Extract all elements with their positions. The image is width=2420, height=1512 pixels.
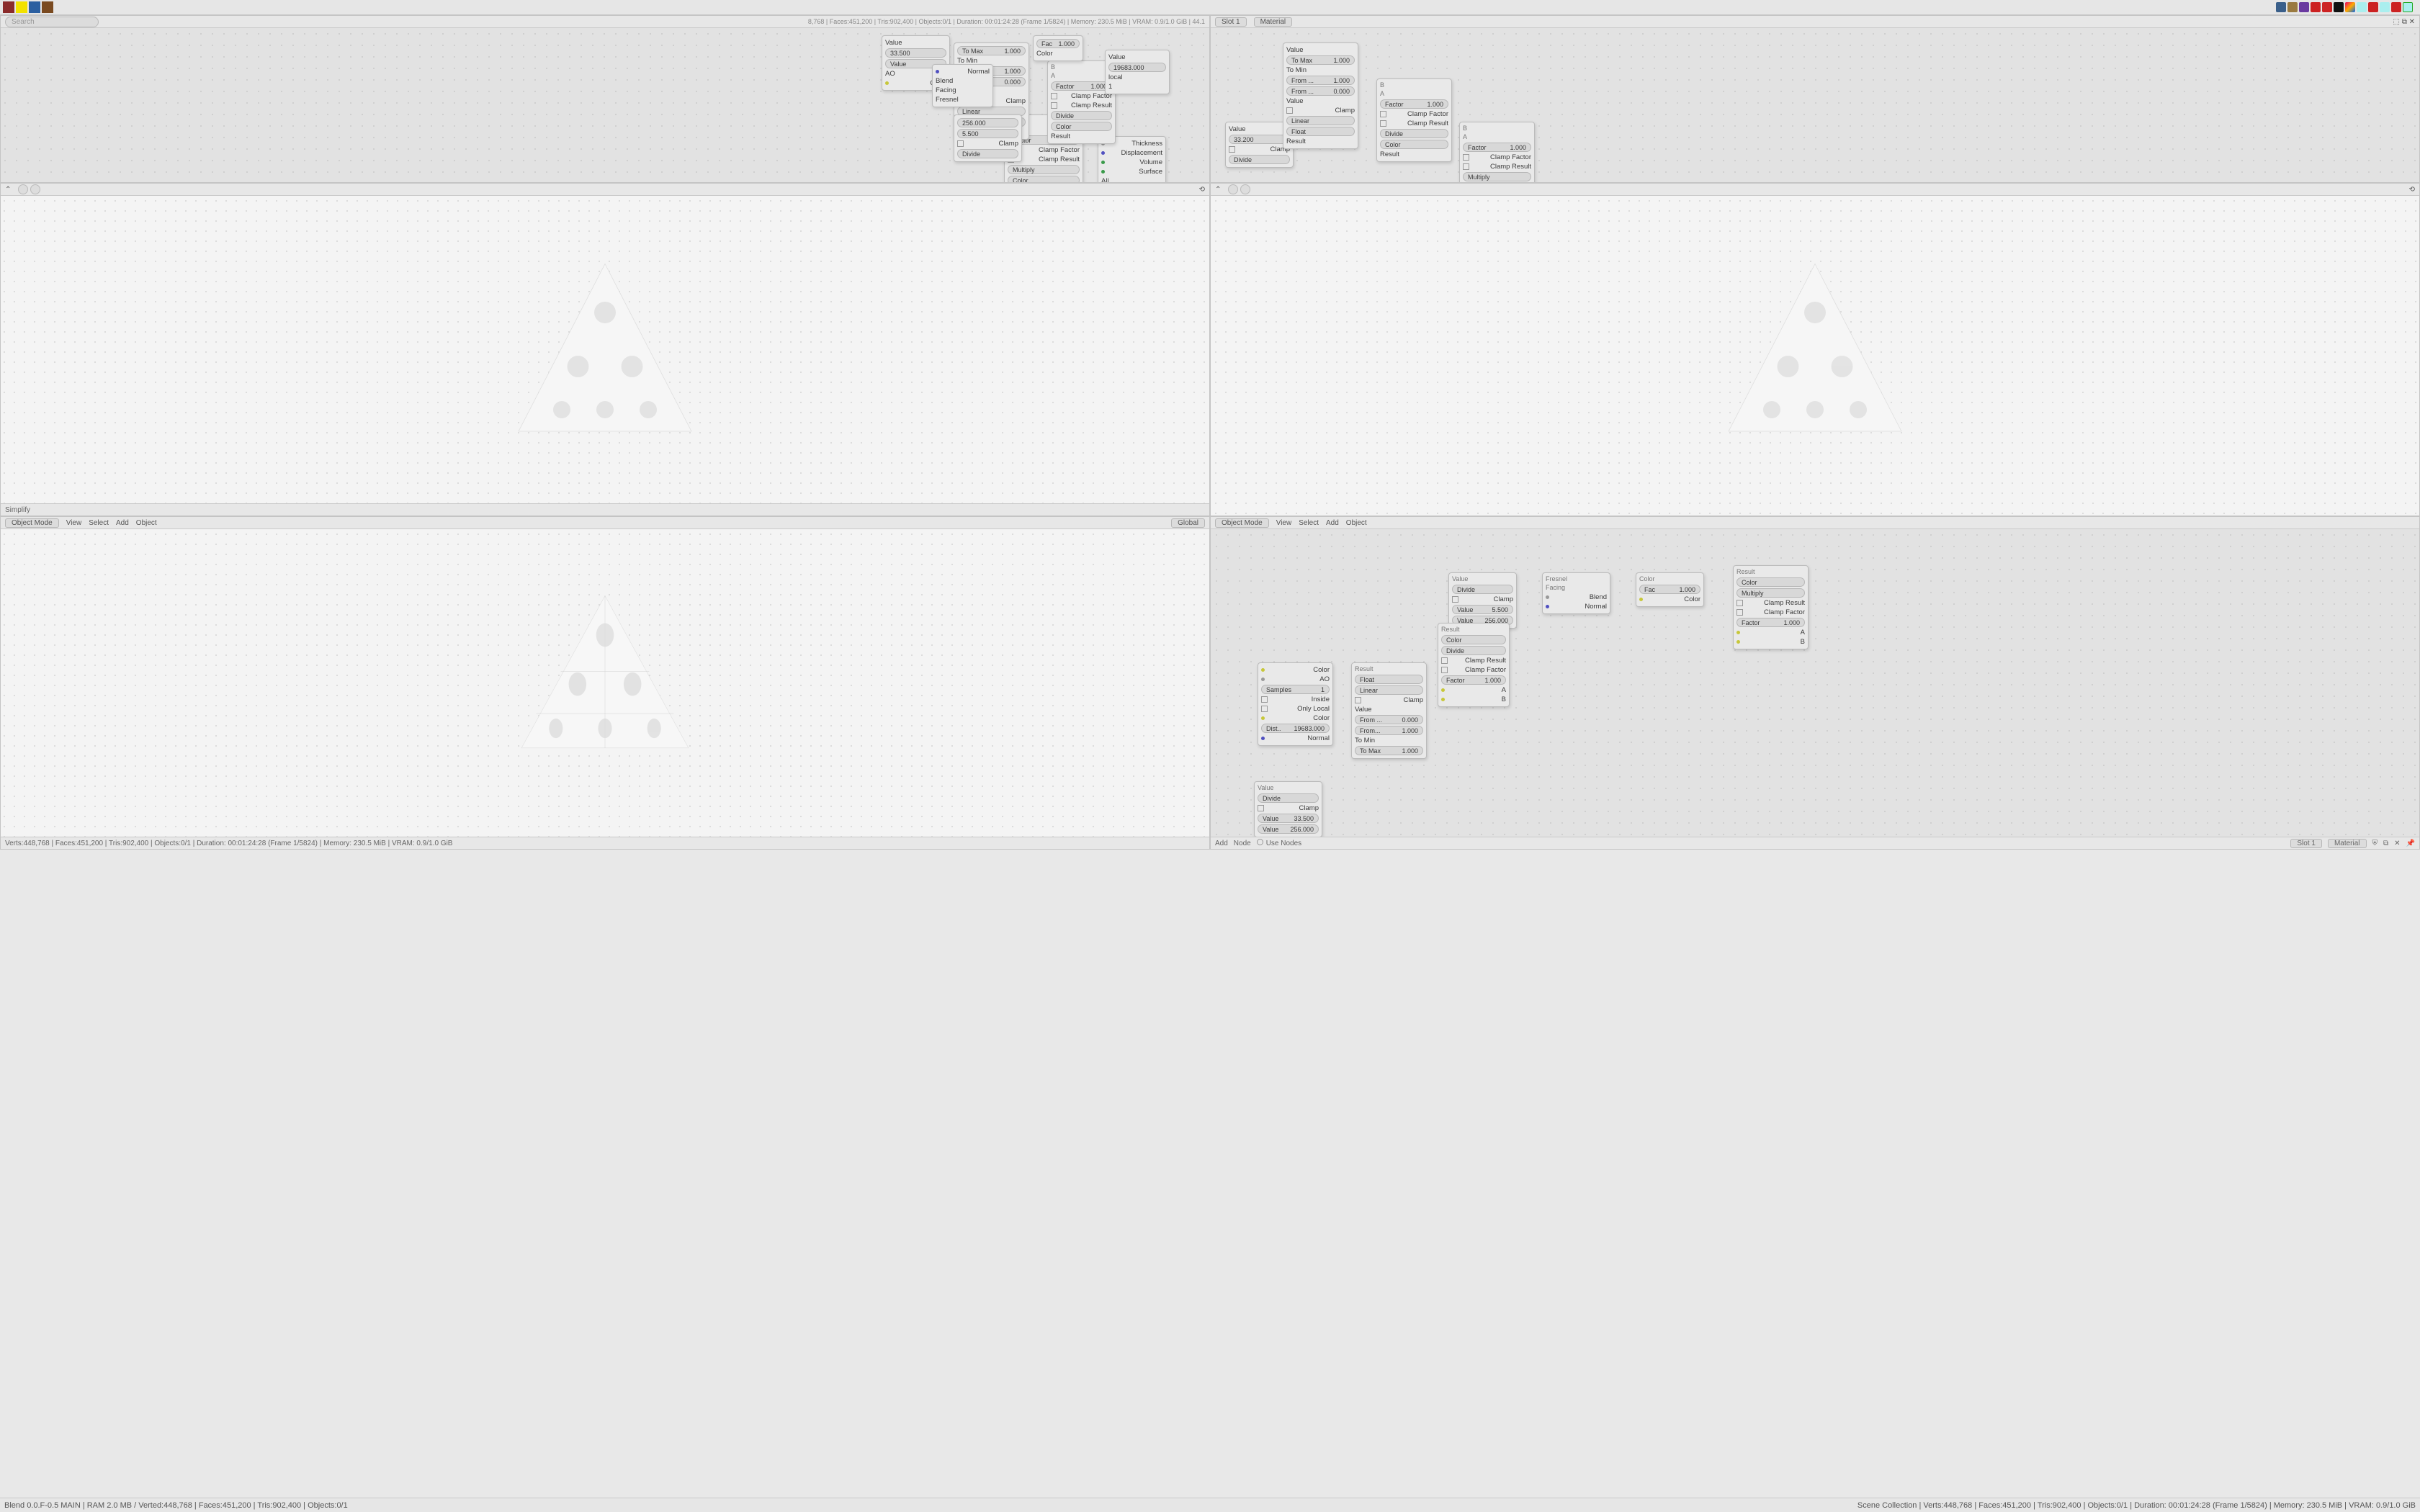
- status-left-text: Blend 0.0.F-0.5 MAIN | RAM 2.0 MB / Vert…: [4, 1501, 348, 1510]
- six-panel-grid: Search 8,768 | Faces:451,200 | Tris:902,…: [0, 15, 2420, 1498]
- solid-icon[interactable]: [30, 184, 40, 194]
- node-box-mix-result-3[interactable]: B A Factor 1.000 Clamp Factor Clamp Resul…: [1376, 78, 1452, 162]
- node-box-color-fac2[interactable]: Color Fac 1.000 Color: [1636, 572, 1704, 607]
- node-box-ao[interactable]: Value 19683.000 local 1: [1105, 50, 1170, 94]
- menu-add-2[interactable]: Add: [1326, 519, 1339, 527]
- pin-icon[interactable]: 📌: [2406, 840, 2415, 847]
- close-icon[interactable]: ✕: [2394, 840, 2400, 847]
- shader-preview-footer-left[interactable]: Simplify: [1, 503, 1209, 516]
- node-graph-canvas-bottom-right[interactable]: Value Divide Clamp Value 5.500 Value 256.0…: [1211, 529, 2419, 849]
- global-dropdown-left[interactable]: Global: [1171, 518, 1205, 528]
- dropdown-icon-1[interactable]: ⌃: [5, 186, 11, 194]
- node-box-divide-result[interactable]: Result Color Divide Clamp Result Clamp F…: [1438, 623, 1510, 707]
- shader-preview-header[interactable]: ⌃ ⟲: [1, 184, 1209, 196]
- browser-icon[interactable]: [2345, 2, 2355, 12]
- menger-sponge-mesh-2[interactable]: [1707, 248, 1923, 464]
- node-editor-stats: 8,768 | Faces:451,200 | Tris:902,400 | O…: [808, 18, 1205, 25]
- shader-preview-canvas[interactable]: [1, 196, 1209, 516]
- panel-mid-left-shader-preview[interactable]: ⌃ ⟲ Simplify: [0, 183, 1210, 516]
- panel-mid-right-shader-preview[interactable]: ⌃ ⟲: [1210, 183, 2420, 516]
- camera-icon[interactable]: [29, 1, 40, 13]
- wireframe-icon-2[interactable]: [1228, 184, 1238, 194]
- node-box-fresnel[interactable]: Normal Blend Facing Fresnel: [932, 64, 993, 107]
- menu-select[interactable]: Select: [89, 519, 109, 527]
- status-right-text: Scene Collection | Verts:448,768 | Faces…: [1857, 1501, 2416, 1510]
- material-editor-header[interactable]: Slot 1 Material ⬚ ⧉ ✕: [1211, 16, 2419, 28]
- node-editor-header[interactable]: Search 8,768 | Faces:451,200 | Tris:902,…: [1, 16, 1209, 28]
- menu-add[interactable]: Add: [116, 519, 129, 527]
- top-toolbar[interactable]: [0, 0, 2420, 15]
- add-button[interactable]: Add: [1215, 840, 1228, 847]
- slot-dropdown[interactable]: Slot 1: [1215, 17, 1247, 27]
- viewport-header-left[interactable]: Object Mode View Select Add Object Globa…: [1, 517, 1209, 529]
- gear2-icon[interactable]: [2322, 2, 2332, 12]
- object-mode-dropdown[interactable]: Object Mode: [1215, 518, 1269, 528]
- panel-bottom-right-material-nodes[interactable]: Object Mode View Select Add Object Value…: [1210, 516, 2420, 850]
- node-editor-search-icon[interactable]: Search: [5, 17, 99, 27]
- refresh-icon-2[interactable]: ⟲: [2409, 186, 2415, 194]
- node-box-result-multiply[interactable]: Result Color Multiply Clamp Result Clamp…: [1733, 565, 1809, 649]
- wireframe-icon[interactable]: [18, 184, 28, 194]
- mode-dropdown-left[interactable]: Object Mode: [5, 518, 59, 528]
- object-field-1[interactable]: Simplify: [5, 506, 30, 514]
- mask-icon[interactable]: [2334, 2, 2344, 12]
- doc3-icon[interactable]: [2403, 2, 2413, 12]
- solid-icon-2[interactable]: [1240, 184, 1250, 194]
- copy-icon[interactable]: ⧉: [2383, 840, 2388, 847]
- slot-1-dropdown-bottom[interactable]: Slot 1: [2290, 839, 2322, 848]
- shading-mode-icons-2[interactable]: [1228, 184, 1250, 194]
- node-editor-unmirrored-icons[interactable]: ⬚ ⧉ ✕: [2393, 18, 2415, 26]
- gear-icon[interactable]: [2311, 2, 2321, 12]
- shader-preview-header-2[interactable]: ⌃ ⟲: [1211, 184, 2419, 196]
- node-box-divide-256-2[interactable]: 256.000 5.500 Clamp Divide: [954, 114, 1022, 162]
- node-graph-canvas-2[interactable]: Value 33.200 Clamp Divide Value To Max 1.…: [1211, 28, 2419, 182]
- use-nodes-checkbox[interactable]: Use Nodes: [1257, 839, 1301, 847]
- node-graph-canvas[interactable]: Thickness Displacement Volume Surface Al…: [1, 28, 1209, 182]
- dropdown-icon-2[interactable]: ⌃: [1215, 186, 1221, 194]
- material-node-header[interactable]: Object Mode View Select Add Object: [1211, 517, 2419, 529]
- refresh-icon[interactable]: ⟲: [1199, 186, 1205, 194]
- record2-icon[interactable]: [2391, 2, 2401, 12]
- menu-object-2[interactable]: Object: [1346, 519, 1367, 527]
- viewport-footer-left: Verts:448,768 | Faces:451,200 | Tris:902…: [1, 837, 1209, 849]
- shader-preview-canvas-2[interactable]: [1211, 196, 2419, 516]
- photo-icon[interactable]: [2287, 2, 2298, 12]
- menu-object[interactable]: Object: [136, 519, 157, 527]
- panel-bottom-left-viewport[interactable]: Object Mode View Select Add Object Globa…: [0, 516, 1210, 850]
- status-bar: Blend 0.0.F-0.5 MAIN | RAM 2.0 MB / Vert…: [0, 1498, 2420, 1512]
- doc2-icon[interactable]: [2380, 2, 2390, 12]
- node-box-mix-result-4[interactable]: B A Factor 1.000 Clamp Factor Clamp Resul…: [1459, 122, 1535, 183]
- node-box-color-fac[interactable]: Fac 1.000 Color: [1033, 35, 1083, 61]
- panel-top-left-node-editor[interactable]: Search 8,768 | Faces:451,200 | Tris:902,…: [0, 15, 1210, 183]
- vr-icon[interactable]: [2299, 2, 2309, 12]
- node-box-value-divide-5500[interactable]: Value Divide Clamp Value 5.500 Value 256.0…: [1448, 572, 1517, 629]
- node-box-value-divide-33500[interactable]: Value Divide Clamp Value 33.500 Value 256.…: [1254, 781, 1322, 837]
- node-box-map-range-result[interactable]: Result Float Linear Clamp Value From ...…: [1351, 662, 1427, 759]
- viewport-canvas-left[interactable]: [1, 529, 1209, 849]
- material-dropdown-bottom[interactable]: Material: [2328, 839, 2367, 848]
- node-box-fresnel-blend[interactable]: Fresnel Facing Blend Normal: [1542, 572, 1610, 614]
- material-name-dropdown[interactable]: Material: [1254, 17, 1293, 27]
- folder-icon[interactable]: [2276, 2, 2286, 12]
- shading-mode-icons[interactable]: [18, 184, 40, 194]
- record-icon[interactable]: [2368, 2, 2378, 12]
- node-box-ao-color[interactable]: Color AO Samples 1 Inside Only Local Colo…: [1258, 662, 1333, 746]
- render-toolbar-icons[interactable]: [2276, 2, 2413, 12]
- palette-icon[interactable]: [16, 1, 27, 13]
- brush-icon[interactable]: [3, 1, 14, 13]
- panel-top-right-material-editor[interactable]: Slot 1 Material ⬚ ⧉ ✕ Value 33.200 Clamp…: [1210, 15, 2420, 183]
- material-node-footer[interactable]: Add Node Use Nodes Slot 1 Material ⛨ ⧉ ✕…: [1211, 837, 2419, 849]
- object-icon[interactable]: [42, 1, 53, 13]
- shield-icon[interactable]: ⛨: [2372, 840, 2378, 847]
- menger-sponge-3d-left[interactable]: [497, 581, 713, 797]
- menu-view-2[interactable]: View: [1276, 519, 1292, 527]
- node-box-map-range-2[interactable]: Value To Max 1.000 To Min From ... 1.000 F…: [1283, 42, 1358, 149]
- menu-view[interactable]: View: [66, 519, 82, 527]
- node-button[interactable]: Node: [1234, 840, 1251, 847]
- menger-sponge-mesh[interactable]: [497, 248, 713, 464]
- menu-select-2[interactable]: Select: [1299, 519, 1319, 527]
- doc-icon[interactable]: [2357, 2, 2367, 12]
